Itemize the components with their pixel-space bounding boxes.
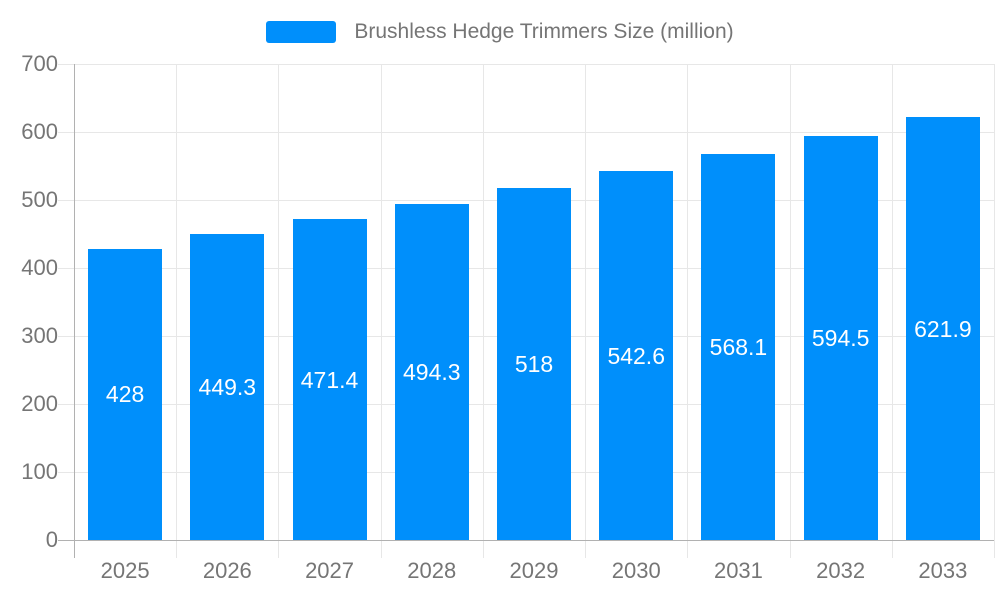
bar[interactable] xyxy=(905,117,980,540)
v-gridline xyxy=(687,64,689,558)
y-tick-label: 600 xyxy=(21,119,58,144)
h-gridline xyxy=(58,132,994,133)
x-tick-label[interactable]: 2027 xyxy=(305,558,355,583)
bar[interactable] xyxy=(190,234,265,540)
v-gridline xyxy=(585,64,587,558)
y-tick-label: 200 xyxy=(21,391,58,416)
v-gridline xyxy=(380,64,382,558)
y-tick-label: 500 xyxy=(21,187,58,212)
y-axis-line xyxy=(74,64,75,558)
y-tick-label: 100 xyxy=(21,459,58,484)
bar[interactable] xyxy=(292,219,367,540)
bar[interactable] xyxy=(803,135,878,540)
bar[interactable] xyxy=(394,203,469,540)
legend[interactable]: Brushless Hedge Trimmers Size (million) xyxy=(0,19,1000,45)
bar[interactable] xyxy=(88,248,163,540)
bar[interactable] xyxy=(497,187,571,540)
v-gridline xyxy=(789,64,791,558)
x-tick-label[interactable]: 2031 xyxy=(713,558,763,583)
legend-label: Brushless Hedge Trimmers Size (million) xyxy=(354,20,734,43)
h-gridline xyxy=(58,64,994,65)
x-tick-label[interactable]: 2028 xyxy=(407,558,457,583)
bar[interactable] xyxy=(599,171,674,540)
v-gridline xyxy=(482,64,484,558)
x-tick-label[interactable]: 2032 xyxy=(816,558,866,583)
x-tick-label[interactable]: 2025 xyxy=(100,558,150,583)
y-tick-label: 400 xyxy=(21,255,58,280)
v-gridline xyxy=(176,64,178,558)
x-tick-label[interactable]: 2029 xyxy=(509,558,559,583)
v-gridline xyxy=(278,64,280,558)
y-tick-label: 0 xyxy=(45,527,58,552)
v-gridline xyxy=(994,64,995,558)
y-tick-label: 700 xyxy=(21,51,58,76)
y-tick-label: 300 xyxy=(21,323,58,348)
x-tick-label[interactable]: 2030 xyxy=(611,558,661,583)
x-axis-line xyxy=(58,540,994,541)
bar[interactable] xyxy=(701,153,776,540)
x-tick-label[interactable]: 2033 xyxy=(918,558,968,583)
v-gridline xyxy=(891,64,893,558)
x-tick-label[interactable]: 2026 xyxy=(202,558,252,583)
legend-swatch xyxy=(266,21,337,43)
